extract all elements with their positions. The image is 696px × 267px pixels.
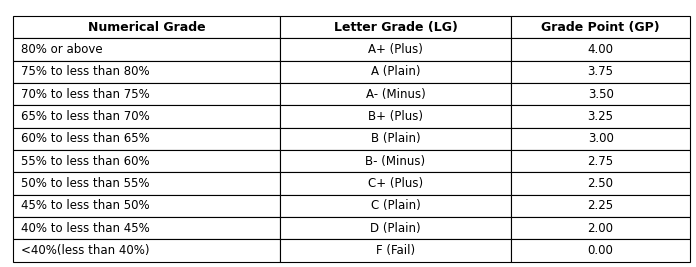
Text: C (Plain): C (Plain) — [371, 199, 420, 212]
Bar — [280, 239, 511, 262]
Bar — [13, 172, 280, 195]
Text: 3.00: 3.00 — [587, 132, 614, 145]
Bar — [280, 150, 511, 172]
Bar — [13, 217, 280, 239]
Text: F (Fail): F (Fail) — [376, 244, 415, 257]
Text: 80% or above: 80% or above — [21, 43, 102, 56]
Bar — [280, 128, 511, 150]
Bar — [13, 61, 280, 83]
Bar — [13, 128, 280, 150]
Bar — [511, 105, 690, 128]
Text: 75% to less than 80%: 75% to less than 80% — [21, 65, 149, 78]
Bar — [511, 38, 690, 61]
Bar — [511, 61, 690, 83]
Text: A- (Minus): A- (Minus) — [365, 88, 425, 101]
Bar — [280, 195, 511, 217]
Bar — [280, 105, 511, 128]
Text: B- (Minus): B- (Minus) — [365, 155, 426, 168]
Text: Numerical Grade: Numerical Grade — [88, 21, 205, 34]
Text: <40%(less than 40%): <40%(less than 40%) — [21, 244, 149, 257]
Bar — [280, 217, 511, 239]
Text: Grade Point (GP): Grade Point (GP) — [541, 21, 660, 34]
Bar — [13, 83, 280, 105]
Bar — [13, 150, 280, 172]
Text: 3.25: 3.25 — [587, 110, 614, 123]
Bar — [280, 38, 511, 61]
Bar — [280, 61, 511, 83]
Text: 70% to less than 75%: 70% to less than 75% — [21, 88, 150, 101]
Text: 2.00: 2.00 — [587, 222, 614, 235]
Text: 55% to less than 60%: 55% to less than 60% — [21, 155, 149, 168]
Bar — [13, 38, 280, 61]
Text: B+ (Plus): B+ (Plus) — [368, 110, 423, 123]
Text: 4.00: 4.00 — [587, 43, 614, 56]
Bar — [511, 239, 690, 262]
Bar — [511, 217, 690, 239]
Bar — [13, 239, 280, 262]
Text: 3.50: 3.50 — [587, 88, 614, 101]
Text: C+ (Plus): C+ (Plus) — [368, 177, 423, 190]
Text: 2.25: 2.25 — [587, 199, 614, 212]
Text: 45% to less than 50%: 45% to less than 50% — [21, 199, 149, 212]
Bar — [13, 105, 280, 128]
Bar — [511, 195, 690, 217]
Bar — [511, 83, 690, 105]
Text: B (Plain): B (Plain) — [371, 132, 420, 145]
Text: D (Plain): D (Plain) — [370, 222, 421, 235]
Text: 65% to less than 70%: 65% to less than 70% — [21, 110, 150, 123]
Bar — [280, 16, 511, 38]
Text: 3.75: 3.75 — [587, 65, 614, 78]
Text: 50% to less than 55%: 50% to less than 55% — [21, 177, 149, 190]
Text: Letter Grade (LG): Letter Grade (LG) — [333, 21, 457, 34]
Text: 0.00: 0.00 — [587, 244, 614, 257]
Text: 2.50: 2.50 — [587, 177, 614, 190]
Bar — [511, 150, 690, 172]
Text: 60% to less than 65%: 60% to less than 65% — [21, 132, 150, 145]
Bar — [280, 83, 511, 105]
Text: A+ (Plus): A+ (Plus) — [368, 43, 423, 56]
Text: 40% to less than 45%: 40% to less than 45% — [21, 222, 150, 235]
Bar — [511, 16, 690, 38]
Bar — [280, 172, 511, 195]
Text: 2.75: 2.75 — [587, 155, 614, 168]
Bar — [511, 128, 690, 150]
Text: A (Plain): A (Plain) — [371, 65, 420, 78]
Bar — [13, 16, 280, 38]
Bar — [13, 195, 280, 217]
Bar — [511, 172, 690, 195]
